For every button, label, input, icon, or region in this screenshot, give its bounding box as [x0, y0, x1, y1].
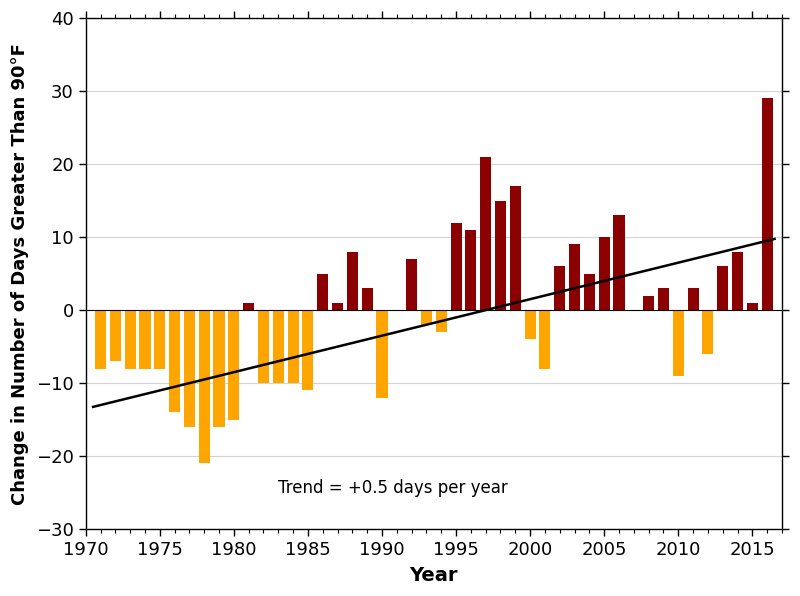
- Bar: [169, 310, 180, 412]
- Bar: [762, 98, 773, 310]
- Bar: [436, 310, 447, 332]
- Text: Trend = +0.5 days per year: Trend = +0.5 days per year: [278, 479, 508, 496]
- Bar: [287, 310, 298, 383]
- Bar: [614, 215, 625, 310]
- Bar: [717, 266, 728, 310]
- Bar: [139, 310, 150, 368]
- Bar: [732, 252, 743, 310]
- Bar: [214, 310, 225, 427]
- Bar: [332, 303, 343, 310]
- Bar: [125, 310, 136, 368]
- Bar: [198, 310, 210, 464]
- Bar: [539, 310, 550, 368]
- Bar: [110, 310, 121, 361]
- Bar: [480, 157, 491, 310]
- Bar: [95, 310, 106, 368]
- Bar: [154, 310, 166, 368]
- Bar: [450, 222, 462, 310]
- Bar: [598, 237, 610, 310]
- Bar: [673, 310, 684, 376]
- Bar: [184, 310, 195, 427]
- Bar: [658, 288, 669, 310]
- Bar: [258, 310, 269, 383]
- Bar: [347, 252, 358, 310]
- Bar: [421, 310, 432, 325]
- Bar: [317, 274, 328, 310]
- Bar: [643, 296, 654, 310]
- Bar: [362, 288, 373, 310]
- Bar: [243, 303, 254, 310]
- Bar: [273, 310, 284, 383]
- Y-axis label: Change in Number of Days Greater Than 90°F: Change in Number of Days Greater Than 90…: [11, 43, 29, 505]
- Bar: [702, 310, 714, 354]
- Bar: [228, 310, 239, 420]
- X-axis label: Year: Year: [410, 566, 458, 585]
- Bar: [466, 230, 477, 310]
- Bar: [510, 186, 521, 310]
- Bar: [495, 201, 506, 310]
- Bar: [554, 266, 566, 310]
- Bar: [406, 259, 417, 310]
- Bar: [569, 244, 580, 310]
- Bar: [746, 303, 758, 310]
- Bar: [302, 310, 314, 390]
- Bar: [525, 310, 536, 339]
- Bar: [377, 310, 387, 398]
- Bar: [584, 274, 595, 310]
- Bar: [687, 288, 698, 310]
